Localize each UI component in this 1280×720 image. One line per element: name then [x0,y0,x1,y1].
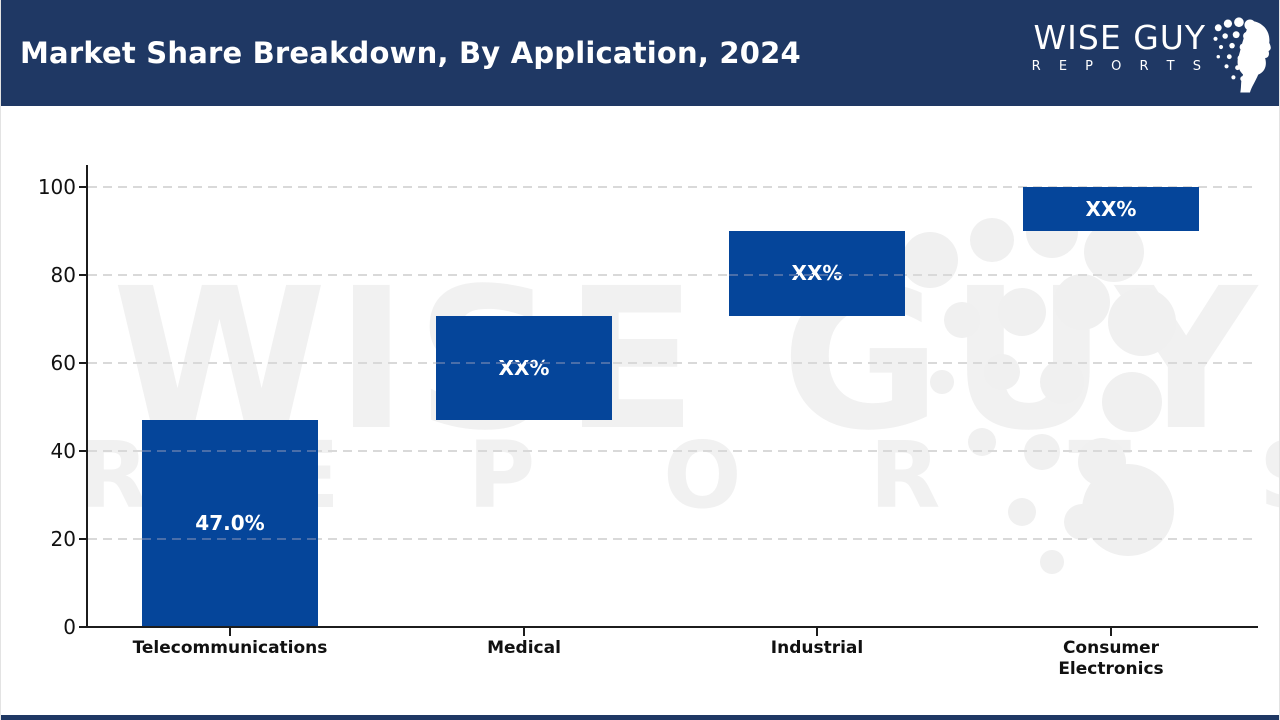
bar-value-label: XX% [498,356,550,381]
gridline-overlay-y80 [729,273,905,276]
y-tick-label: 80 [50,262,76,287]
y-tick-mark [79,449,88,452]
brand-logo-text: WISE GUY R E P O R T S [1032,20,1208,76]
y-tick-label: 0 [63,615,76,639]
bar-consumer-electronics: XX% [1023,186,1199,231]
brand-subtitle: R E P O R T S [1031,59,1208,74]
y-tick-label: 100 [37,174,76,199]
bar-telecommunications: 47.0% [142,419,318,627]
y-tick-mark [79,273,88,276]
gridline-overlay-y40 [142,449,318,452]
gridline-y60 [88,361,1254,364]
y-tick-mark [79,185,88,188]
gridline-y80 [88,273,1254,276]
bar-industrial: XX% [729,230,905,317]
x-tick-mark [523,627,525,636]
footer-bar [0,715,1280,720]
bar-medical: XX% [436,316,612,420]
x-category-label: Industrial [770,638,864,658]
bar-value-label: XX% [1085,196,1137,221]
dotted-head-icon [1213,17,1271,93]
y-tick-mark [79,361,88,364]
x-tick-mark [229,627,231,636]
brand-logo: WISE GUY R E P O R T S [1022,4,1272,104]
gridline-y40 [88,449,1254,452]
header-bar: Market Share Breakdown, By Application, … [0,0,1280,106]
y-tick-label: 20 [50,526,76,551]
y-axis-line [86,165,88,628]
x-category-label: Consumer Electronics [1058,638,1164,679]
y-tick-label: 60 [50,350,76,375]
gridline-y100 [88,185,1254,188]
bar-value-label: XX% [791,261,843,286]
x-axis-line [86,626,1258,628]
gridline-overlay-y60 [436,361,612,364]
bar-value-label: 47.0% [195,511,265,536]
x-tick-mark [1110,627,1112,636]
y-tick-mark [79,626,88,628]
y-tick-mark [79,537,88,540]
page-title: Market Share Breakdown, By Application, … [20,36,801,70]
gridline-overlay-y20 [142,537,318,540]
x-category-label: Telecommunications [132,638,328,658]
x-tick-mark [816,627,818,636]
x-category-label: Medical [487,638,561,658]
brand-name: WISE GUY [1033,18,1207,57]
gridline-y20 [88,537,1254,540]
y-tick-label: 40 [50,438,76,463]
